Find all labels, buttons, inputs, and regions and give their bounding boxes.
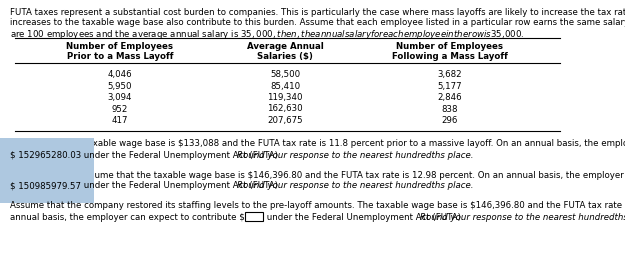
Text: 3,094: 3,094 [107, 93, 132, 102]
Text: Number of Employees: Number of Employees [396, 42, 504, 51]
Text: under the Federal Unemployment Act (FUTA).: under the Federal Unemployment Act (FUTA… [81, 151, 284, 159]
Text: Assume that the company restored its staffing levels to the pre-layoff amounts. : Assume that the company restored its sta… [10, 202, 625, 210]
Text: Round your response to the nearest hundredths place.: Round your response to the nearest hundr… [238, 182, 474, 190]
Text: 952: 952 [112, 104, 128, 113]
Text: 3,682: 3,682 [438, 70, 462, 79]
Bar [245, 211, 262, 221]
Text: After the layoff, assume that the taxable wage base is $146,396.80 and the FUTA : After the layoff, assume that the taxabl… [10, 171, 625, 179]
Text: 85,410: 85,410 [270, 81, 300, 91]
Text: 119,340: 119,340 [268, 93, 302, 102]
Text: 58,500: 58,500 [270, 70, 300, 79]
Text: annual basis, the employer can expect to contribute $: annual basis, the employer can expect to… [10, 213, 245, 222]
Text: Following a Mass Layoff: Following a Mass Layoff [392, 52, 508, 61]
Text: $ 152965280.03: $ 152965280.03 [10, 151, 81, 159]
Text: FUTA taxes represent a substantial cost burden to companies. This is particularl: FUTA taxes represent a substantial cost … [10, 8, 625, 17]
Text: Round your response to the nearest hundredths place.: Round your response to the nearest hundr… [238, 151, 474, 159]
Text: 296: 296 [442, 116, 458, 125]
Text: 162,630: 162,630 [268, 104, 303, 113]
Text: are 100 employees and the average annual salary is $35,000, then, the annual sal: are 100 employees and the average annual… [10, 28, 524, 41]
Text: increases to the taxable wage base also contribute to this burden. Assume that e: increases to the taxable wage base also … [10, 18, 625, 27]
Text: 207,675: 207,675 [268, 116, 303, 125]
Text: 838: 838 [442, 104, 458, 113]
Text: Number of Employees: Number of Employees [66, 42, 174, 51]
Text: 417: 417 [112, 116, 128, 125]
Text: 2,846: 2,846 [438, 93, 462, 102]
Text: Round your response to the nearest hundredths place.: Round your response to the nearest hundr… [420, 213, 625, 222]
Text: $ 150985979.57: $ 150985979.57 [10, 182, 81, 190]
Text: 4,046: 4,046 [107, 70, 132, 79]
Text: under the Federal Unemployment Act (FUTA).: under the Federal Unemployment Act (FUTA… [81, 182, 283, 190]
Text: Average Annual: Average Annual [247, 42, 323, 51]
Text: 5,950: 5,950 [107, 81, 132, 91]
Text: 5,177: 5,177 [438, 81, 462, 91]
Text: Salaries ($): Salaries ($) [257, 52, 313, 61]
Text: Prior to a Mass Layoff: Prior to a Mass Layoff [67, 52, 173, 61]
Text: under the Federal Unemployment Act (FUTA).: under the Federal Unemployment Act (FUTA… [264, 213, 466, 222]
Text: Assume that the taxable wage base is $133,088 and the FUTA tax rate is 11.8 perc: Assume that the taxable wage base is $13… [10, 139, 625, 148]
